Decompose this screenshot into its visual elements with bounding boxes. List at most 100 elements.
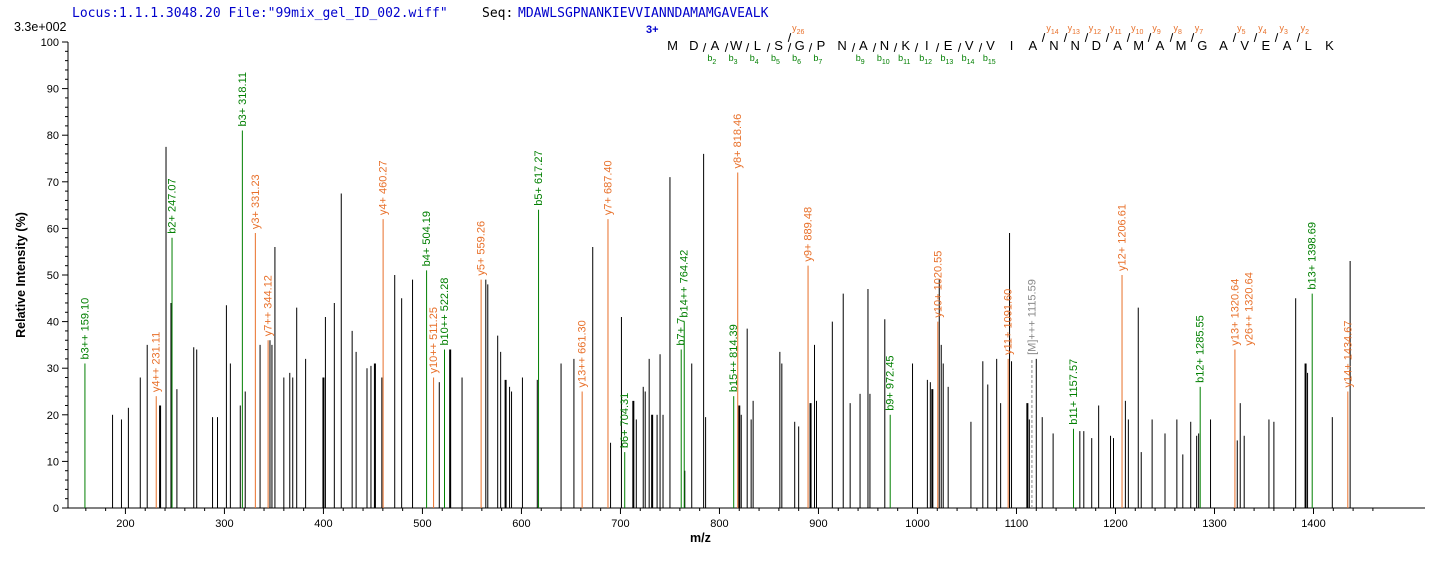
peak-label: y13++ 661.30 — [577, 320, 589, 387]
residue-letter: M — [1175, 38, 1187, 53]
b-ion-marker: b2 — [707, 53, 717, 66]
peak-label: b3+ 318.11 — [237, 72, 249, 127]
peak-label: b6+ 704.31 — [619, 393, 631, 448]
precursor-charge: 3+ — [646, 24, 659, 36]
residue-cell: I — [1001, 24, 1022, 66]
peak-label: y11+ 1091.60 — [1003, 289, 1015, 355]
peak-label: y13+ 1320.64 — [1229, 279, 1241, 346]
y-tick-label: 0 — [53, 503, 59, 515]
residue-cell: N — [832, 24, 853, 66]
residue-letter: N — [837, 38, 847, 53]
b-ion-marker: b6 — [792, 53, 802, 66]
peak-label: b12+ 1285.55 — [1195, 315, 1207, 383]
residue-letter: I — [1009, 38, 1014, 53]
residue-letter: N — [1070, 38, 1080, 53]
residue-letter: L — [1304, 38, 1312, 53]
x-tick-label: 500 — [413, 518, 431, 530]
max-intensity-label: 3.3e+002 — [14, 20, 67, 34]
peak-label: y5+ 559.26 — [476, 221, 488, 276]
y-tick-label: 80 — [47, 130, 59, 142]
b-ion-marker: b4 — [749, 53, 759, 66]
residue-letter: A — [1113, 38, 1122, 53]
residue-letter: V — [1240, 38, 1249, 53]
residue-letter: V — [986, 38, 995, 53]
y-axis-label: Relative Intensity (%) — [14, 212, 28, 338]
x-tick-label: 1000 — [905, 518, 929, 530]
x-tick-label: 300 — [215, 518, 233, 530]
residue-letter: V — [964, 38, 974, 53]
residue-letter: N — [1049, 38, 1059, 53]
y-ion-marker: y3 — [1279, 23, 1288, 36]
peak-label: b3++ 159.10 — [79, 298, 91, 360]
peak-label: b9+ 972.45 — [885, 355, 897, 410]
residue-letter: K — [1325, 38, 1334, 53]
peak-label: y7+ 687.40 — [602, 160, 614, 215]
peak-label: y3+ 331.23 — [250, 174, 262, 229]
y-tick-label: 10 — [47, 456, 59, 468]
y-tick-label: 50 — [47, 270, 59, 282]
residue-cell: A — [1022, 24, 1043, 66]
residue-letter: A — [1282, 38, 1292, 53]
b-ion-marker: b15 — [982, 53, 996, 66]
y-ion-marker: y13 — [1067, 23, 1080, 36]
y-tick-label: 40 — [47, 317, 59, 329]
y-ion-marker: y4 — [1258, 23, 1267, 36]
residue-letter: A — [710, 38, 720, 53]
peak-label: y10+ 1020.55 — [932, 251, 944, 318]
peak-label: y26++ 1320.64 — [1243, 272, 1255, 345]
y-tick-label: 60 — [47, 223, 59, 235]
x-tick-label: 700 — [611, 518, 629, 530]
residue-letter: K — [901, 38, 910, 53]
residue-cell: M — [662, 24, 683, 66]
b-ion-marker: b3 — [728, 53, 738, 66]
residue-letter: S — [774, 38, 783, 53]
b-ion-marker: b10 — [876, 53, 890, 66]
residue-letter: L — [753, 38, 761, 53]
peak-label: b11+ 1157.57 — [1068, 359, 1080, 425]
x-tick-label: 200 — [116, 518, 134, 530]
y-ion-marker: y5 — [1237, 23, 1246, 36]
residue-letter: G — [1197, 38, 1208, 53]
x-tick-label: 1300 — [1202, 518, 1226, 530]
residue-cell: K — [1319, 24, 1340, 66]
residue-letter: I — [925, 38, 929, 53]
sequence-text: MDAWLSGPNANKIEVVIANNDAMAMGAVEALK — [518, 6, 769, 21]
x-tick-label: 600 — [512, 518, 530, 530]
residue-cell: A — [1213, 24, 1234, 66]
residue-letter: E — [1261, 38, 1271, 53]
peak-label: b13+ 1398.69 — [1307, 222, 1319, 290]
x-tick-label: 1200 — [1103, 518, 1127, 530]
x-tick-label: 900 — [809, 518, 827, 530]
y-tick-label: 30 — [47, 363, 59, 375]
residue-letter: D — [689, 38, 699, 53]
residue-letter: E — [943, 38, 953, 53]
y-ion-marker: y26 — [792, 23, 805, 36]
residue-letter: M — [1133, 38, 1145, 53]
peak-label: y12+ 1206.61 — [1117, 204, 1129, 271]
b-ion-marker: b13 — [940, 53, 954, 66]
y-ion-marker: y10 — [1131, 23, 1144, 36]
peak-label: b10++ 522.28 — [439, 278, 451, 346]
residue-letter: P — [816, 38, 826, 53]
x-axis-label: m/z — [690, 531, 711, 545]
peak-label: b7+ 7 — [676, 318, 688, 346]
